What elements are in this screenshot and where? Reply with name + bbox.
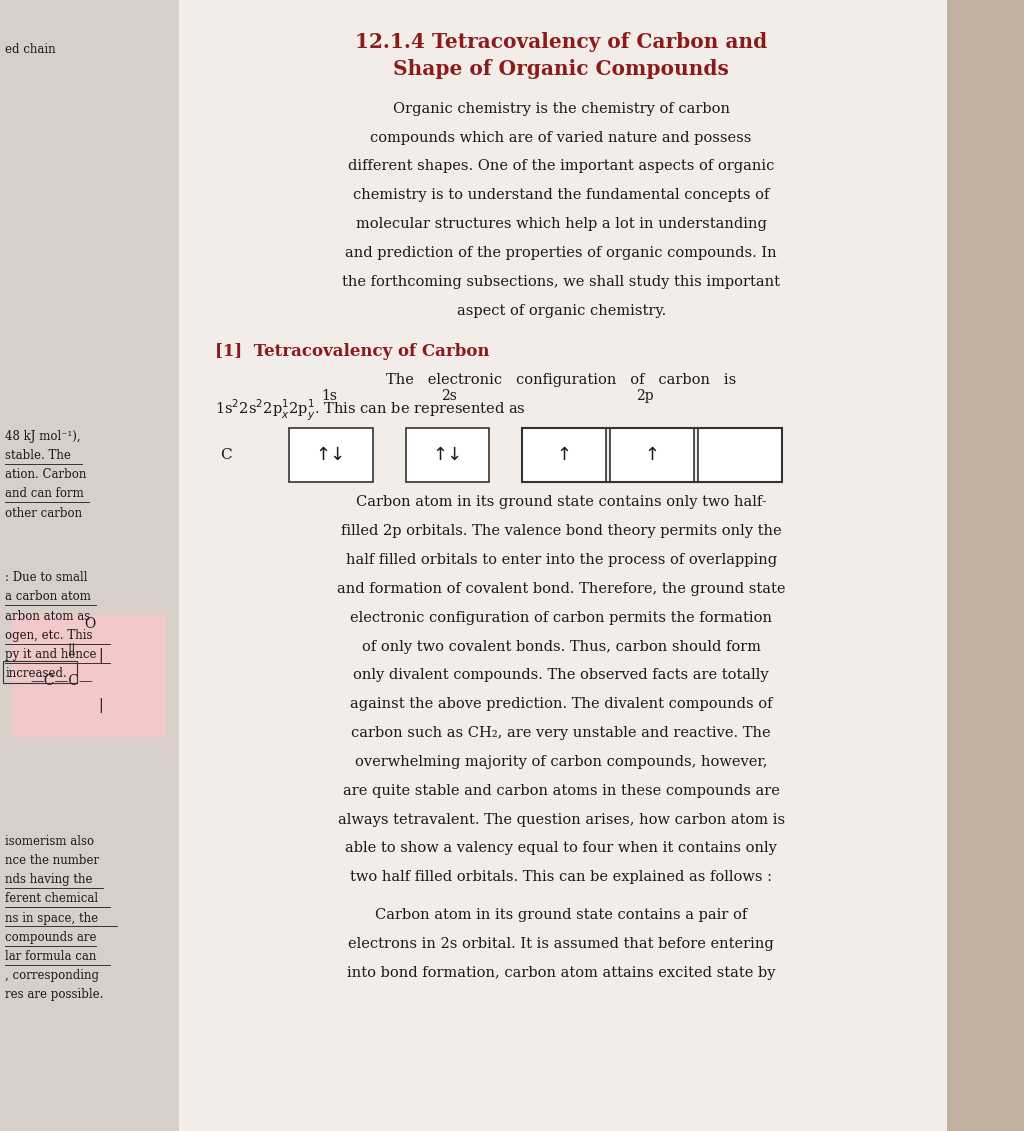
Bar [522,428,782,482]
Text: two half filled orbitals. This can be explained as follows :: two half filled orbitals. This can be ex… [350,871,772,884]
Text: ed chain: ed chain [5,43,55,55]
Text: into bond formation, carbon atom attains excited state by: into bond formation, carbon atom attains… [347,966,775,979]
Text: always tetravalent. The question arises, how carbon atom is: always tetravalent. The question arises,… [338,813,784,827]
Text: 1s$^2$2s$^2$2p$_x^1$2p$_y^1$. This can be represented as: 1s$^2$2s$^2$2p$_x^1$2p$_y^1$. This can b… [215,398,525,423]
Text: , corresponding: , corresponding [5,969,99,982]
Bar [12,615,166,737]
Text: compounds are: compounds are [5,931,96,943]
Text: 2s: 2s [440,389,457,403]
Text: ogen, etc. This: ogen, etc. This [5,629,92,641]
Text: |: | [98,648,102,664]
Bar [0,0,179,1131]
Text: ↑↓: ↑↓ [432,446,463,464]
Text: res are possible.: res are possible. [5,988,103,1001]
Text: ation. Carbon: ation. Carbon [5,468,86,481]
Text: against the above prediction. The divalent compounds of: against the above prediction. The divale… [350,697,772,711]
Text: aspect of organic chemistry.: aspect of organic chemistry. [457,303,666,318]
Text: compounds which are of varied nature and possess: compounds which are of varied nature and… [371,131,752,145]
Text: overwhelming majority of carbon compounds, however,: overwhelming majority of carbon compound… [355,756,767,769]
Text: ferent chemical: ferent chemical [5,892,98,905]
Text: of only two covalent bonds. Thus, carbon should form: of only two covalent bonds. Thus, carbon… [361,639,761,654]
Text: ↑↓: ↑↓ [315,446,346,464]
Text: filled 2p orbitals. The valence bond theory permits only the: filled 2p orbitals. The valence bond the… [341,525,781,538]
Text: chemistry is to understand the fundamental concepts of: chemistry is to understand the fundament… [353,188,769,202]
Bar [3,661,77,683]
Text: 2p: 2p [636,389,654,403]
Text: ↑: ↑ [557,446,571,464]
Text: Organic chemistry is the chemistry of carbon: Organic chemistry is the chemistry of ca… [392,102,730,115]
Text: able to show a valency equal to four when it contains only: able to show a valency equal to four whe… [345,841,777,855]
Text: nce the number: nce the number [5,854,99,866]
Text: different shapes. One of the important aspects of organic: different shapes. One of the important a… [348,159,774,173]
Text: stable. The: stable. The [5,449,71,461]
Text: O: O [85,618,95,631]
Text: are quite stable and carbon atoms in these compounds are: are quite stable and carbon atoms in the… [343,784,779,797]
Text: carbon such as CH₂, are very unstable and reactive. The: carbon such as CH₂, are very unstable an… [351,726,771,740]
Bar [947,0,1024,1131]
Text: Shape of Organic Compounds: Shape of Organic Compounds [393,59,729,79]
Text: molecular structures which help a lot in understanding: molecular structures which help a lot in… [355,217,767,231]
Text: : Due to small: : Due to small [5,571,88,584]
Text: Carbon atom in its ground state contains a pair of: Carbon atom in its ground state contains… [375,908,748,922]
Text: arbon atom as: arbon atom as [5,610,90,622]
Text: half filled orbitals to enter into the process of overlapping: half filled orbitals to enter into the p… [345,553,777,567]
Text: electronic configuration of carbon permits the formation: electronic configuration of carbon permi… [350,611,772,624]
Bar [610,428,694,482]
Text: the forthcoming subsections, we shall study this important: the forthcoming subsections, we shall st… [342,275,780,288]
Text: and can form: and can form [5,487,84,500]
Text: 12.1.4 Tetracovalency of Carbon and: 12.1.4 Tetracovalency of Carbon and [355,32,767,52]
Bar [289,428,373,482]
Text: isomerism also: isomerism also [5,835,94,847]
Text: C: C [220,448,231,461]
Text: only divalent compounds. The observed facts are totally: only divalent compounds. The observed fa… [353,668,769,682]
Text: |: | [98,698,102,714]
Text: ||: || [68,642,76,656]
Text: other carbon: other carbon [5,507,82,519]
Text: and formation of covalent bond. Therefore, the ground state: and formation of covalent bond. Therefor… [337,581,785,596]
Text: 1s: 1s [322,389,338,403]
Text: ↑: ↑ [645,446,659,464]
Bar [406,428,489,482]
Text: [1]  Tetracovalency of Carbon: [1] Tetracovalency of Carbon [215,343,489,360]
Text: electrons in 2s orbital. It is assumed that before entering: electrons in 2s orbital. It is assumed t… [348,936,774,951]
Bar [179,0,947,1131]
Bar [698,428,782,482]
Text: 48 kJ mol⁻¹),: 48 kJ mol⁻¹), [5,430,81,442]
Text: increased.: increased. [5,667,67,680]
Text: nds having the: nds having the [5,873,92,886]
Text: lar formula can: lar formula can [5,950,96,962]
Text: The   electronic   configuration   of   carbon   is: The electronic configuration of carbon i… [386,373,736,387]
Text: Carbon atom in its ground state contains only two half-: Carbon atom in its ground state contains… [355,495,767,509]
Text: a carbon atom: a carbon atom [5,590,91,603]
Bar [522,428,606,482]
Text: ns in space, the: ns in space, the [5,912,98,924]
Text: py it and hence: py it and hence [5,648,96,661]
Text: and prediction of the properties of organic compounds. In: and prediction of the properties of orga… [345,245,777,260]
Text: —C—C—: —C—C— [31,674,93,688]
